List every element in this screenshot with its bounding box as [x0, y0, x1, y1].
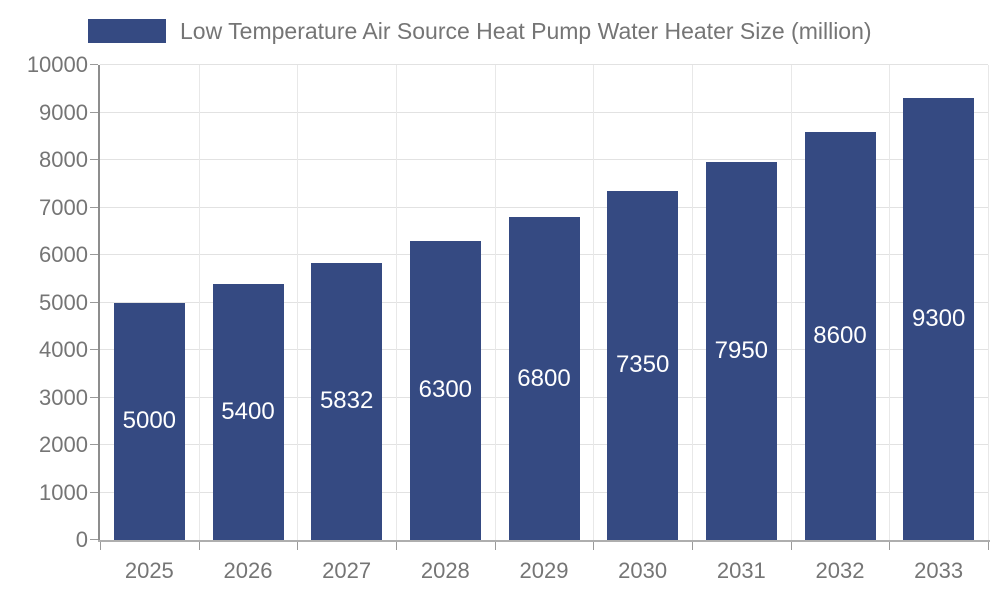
y-axis-tick-label: 1000 — [39, 479, 88, 505]
y-axis-tick-label: 7000 — [39, 194, 88, 220]
y-axis-line — [98, 65, 100, 542]
gridline-horizontal — [100, 64, 988, 65]
x-axis-tick — [790, 542, 792, 550]
y-axis-tick-label: 4000 — [39, 337, 88, 362]
x-axis-tick — [988, 542, 989, 550]
x-axis-tick — [692, 542, 693, 550]
gridline-horizontal — [100, 111, 988, 113]
bar-value-label: 7350 — [615, 351, 670, 379]
bar: 5832 — [311, 262, 383, 540]
bar-value-label: 5000 — [122, 407, 177, 435]
x-axis-tick-label: 2026 — [223, 558, 273, 583]
y-axis-tick — [90, 491, 98, 493]
y-axis-tick — [90, 349, 98, 350]
bar: 8600 — [804, 131, 876, 540]
gridline-vertical — [593, 65, 595, 540]
y-axis-tick — [90, 254, 98, 255]
x-axis-tick — [297, 542, 299, 550]
x-axis-tick-label: 2033 — [914, 558, 964, 583]
bar-value-label: 6800 — [517, 364, 571, 392]
y-axis-tick — [90, 444, 98, 445]
bar: 9300 — [903, 98, 975, 540]
x-axis-tick — [494, 542, 496, 550]
bar-value-label: 7950 — [714, 337, 769, 365]
gridline-horizontal — [100, 206, 988, 208]
x-axis-tick — [198, 542, 200, 550]
bar: 7350 — [607, 190, 679, 540]
bar-value-label: 8600 — [813, 321, 867, 349]
y-axis-tick-label: 2000 — [39, 432, 88, 457]
x-axis-tick-label: 2025 — [124, 558, 174, 583]
gridline-vertical — [889, 65, 891, 540]
x-axis-tick — [889, 542, 891, 550]
x-axis-tick-label: 2029 — [519, 558, 569, 583]
gridline-vertical — [692, 65, 693, 540]
y-axis-tick-label: 6000 — [39, 242, 88, 267]
gridline-vertical — [396, 65, 397, 540]
x-axis-tick-label: 2027 — [322, 558, 372, 583]
bar-value-label: 9300 — [911, 305, 966, 333]
x-axis-tick-label: 2031 — [716, 558, 766, 583]
bar: 5000 — [113, 302, 185, 540]
gridline-vertical — [198, 65, 200, 540]
bar-value-label: 5400 — [221, 397, 275, 425]
gridline-vertical — [988, 65, 989, 540]
y-axis-tick-label: 0 — [75, 527, 88, 552]
legend-swatch[interactable] — [88, 19, 166, 43]
x-axis-tick-label: 2032 — [815, 558, 865, 583]
y-axis-tick — [90, 159, 98, 160]
x-axis-line — [98, 540, 990, 542]
y-axis-tick — [90, 206, 98, 208]
bar: 6300 — [409, 240, 481, 540]
gridline-vertical — [494, 65, 496, 540]
y-axis-tick-label: 8000 — [39, 147, 88, 172]
y-axis-tick — [90, 111, 98, 113]
bar-value-label: 5832 — [319, 387, 374, 415]
x-axis-tick — [396, 542, 397, 550]
y-axis-tick-label: 3000 — [39, 384, 88, 410]
bar: 6800 — [508, 217, 580, 540]
y-axis-tick — [90, 396, 98, 398]
y-axis-tick-label: 9000 — [39, 99, 88, 125]
x-axis-tick-label: 2028 — [420, 558, 470, 583]
x-axis-tick-label: 2030 — [618, 558, 668, 583]
x-axis-tick — [593, 542, 595, 550]
y-axis-tick — [90, 301, 98, 303]
gridline-vertical — [297, 65, 299, 540]
legend-label[interactable]: Low Temperature Air Source Heat Pump Wat… — [180, 18, 872, 44]
bar-value-label: 6300 — [418, 376, 473, 404]
gridline-vertical — [790, 65, 792, 540]
gridline-horizontal — [100, 159, 988, 160]
y-axis-tick-label: 5000 — [39, 289, 88, 315]
y-axis-tick — [90, 539, 98, 540]
bar: 5400 — [212, 283, 284, 540]
y-axis-tick-label: 10000 — [26, 52, 88, 77]
y-axis-tick — [90, 64, 98, 65]
x-axis-tick — [100, 542, 101, 550]
bar: 7950 — [705, 162, 777, 540]
